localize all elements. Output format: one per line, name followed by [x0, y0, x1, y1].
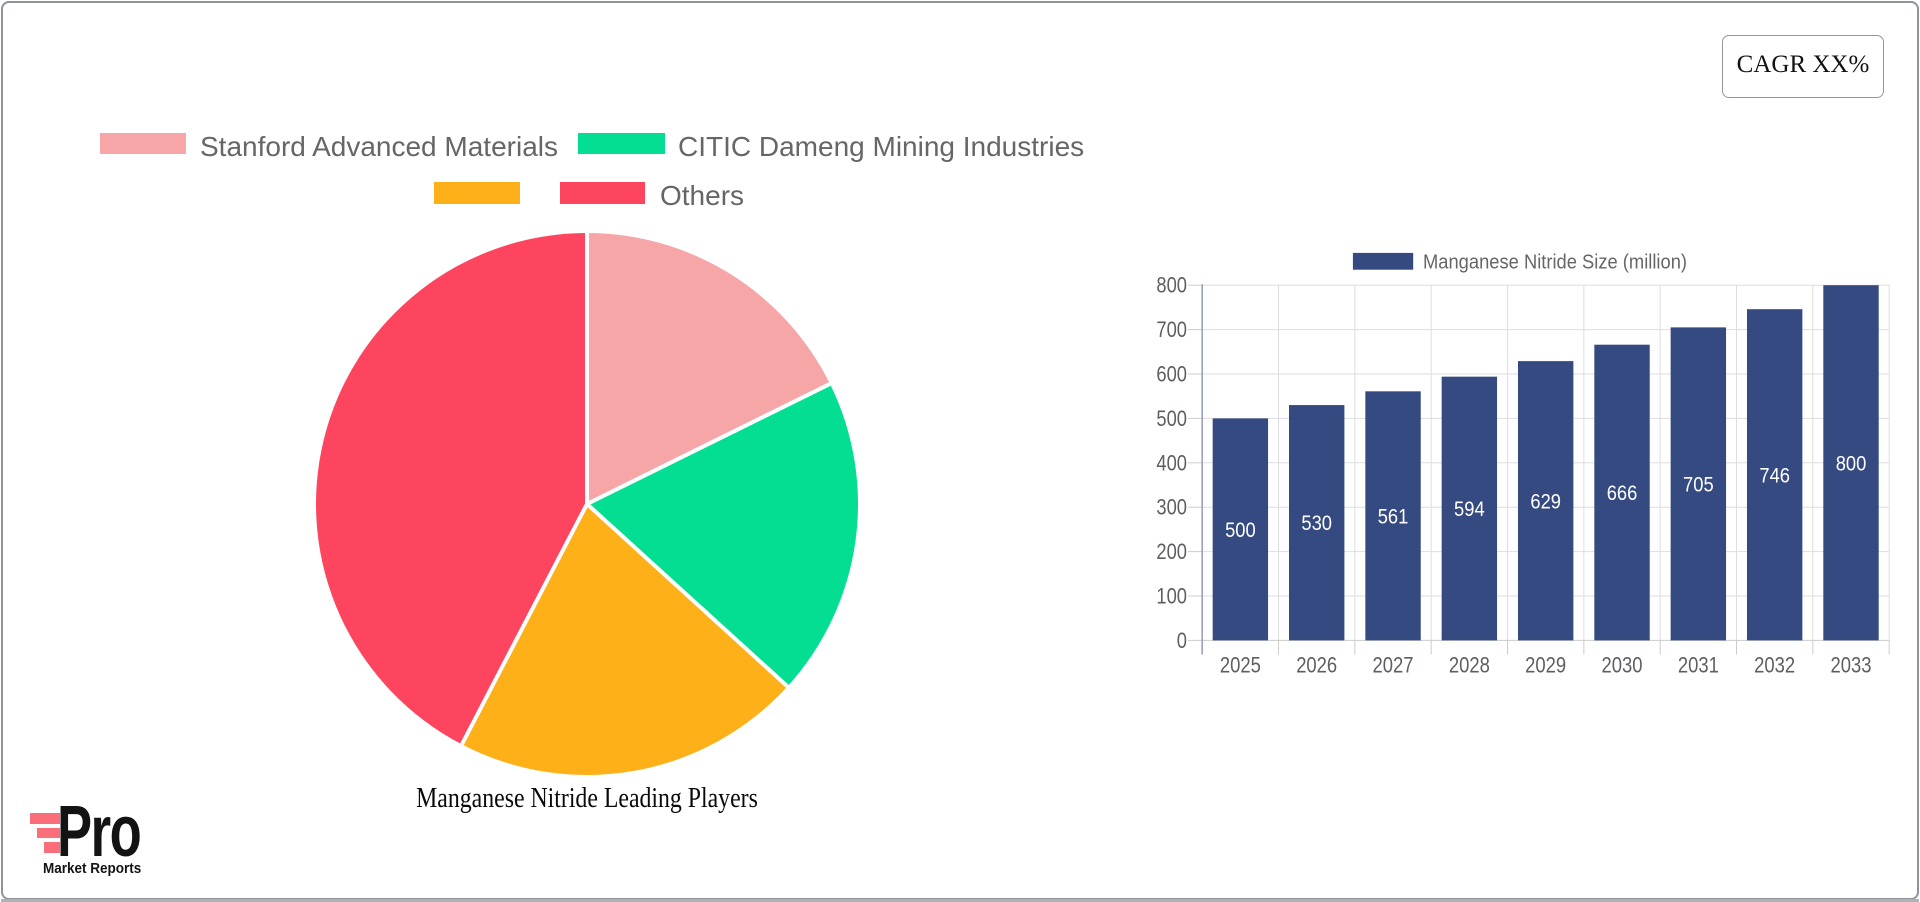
svg-text:2025: 2025: [1220, 653, 1261, 678]
svg-text:561: 561: [1378, 504, 1409, 528]
svg-text:666: 666: [1607, 481, 1638, 505]
svg-text:2026: 2026: [1296, 653, 1337, 678]
svg-text:300: 300: [1156, 495, 1187, 520]
svg-text:500: 500: [1156, 406, 1187, 431]
svg-text:594: 594: [1454, 497, 1485, 521]
svg-text:100: 100: [1156, 584, 1187, 609]
svg-text:800: 800: [1836, 451, 1867, 475]
svg-text:530: 530: [1301, 511, 1332, 535]
svg-text:2033: 2033: [1831, 653, 1872, 678]
svg-text:0: 0: [1177, 628, 1187, 653]
svg-text:600: 600: [1156, 362, 1187, 387]
svg-text:2028: 2028: [1449, 653, 1490, 678]
svg-text:2032: 2032: [1754, 653, 1795, 678]
svg-text:400: 400: [1156, 450, 1187, 475]
svg-text:705: 705: [1683, 472, 1714, 496]
svg-text:Manganese Nitride Size (millio: Manganese Nitride Size (million): [1423, 252, 1687, 274]
svg-text:800: 800: [1156, 273, 1187, 298]
svg-text:746: 746: [1759, 463, 1790, 487]
svg-text:2029: 2029: [1525, 653, 1566, 678]
svg-text:2030: 2030: [1602, 653, 1643, 678]
svg-text:629: 629: [1530, 489, 1561, 513]
svg-text:700: 700: [1156, 317, 1187, 342]
svg-text:2031: 2031: [1678, 653, 1719, 678]
svg-text:200: 200: [1156, 539, 1187, 564]
svg-text:500: 500: [1225, 518, 1256, 542]
svg-text:2027: 2027: [1373, 653, 1414, 678]
